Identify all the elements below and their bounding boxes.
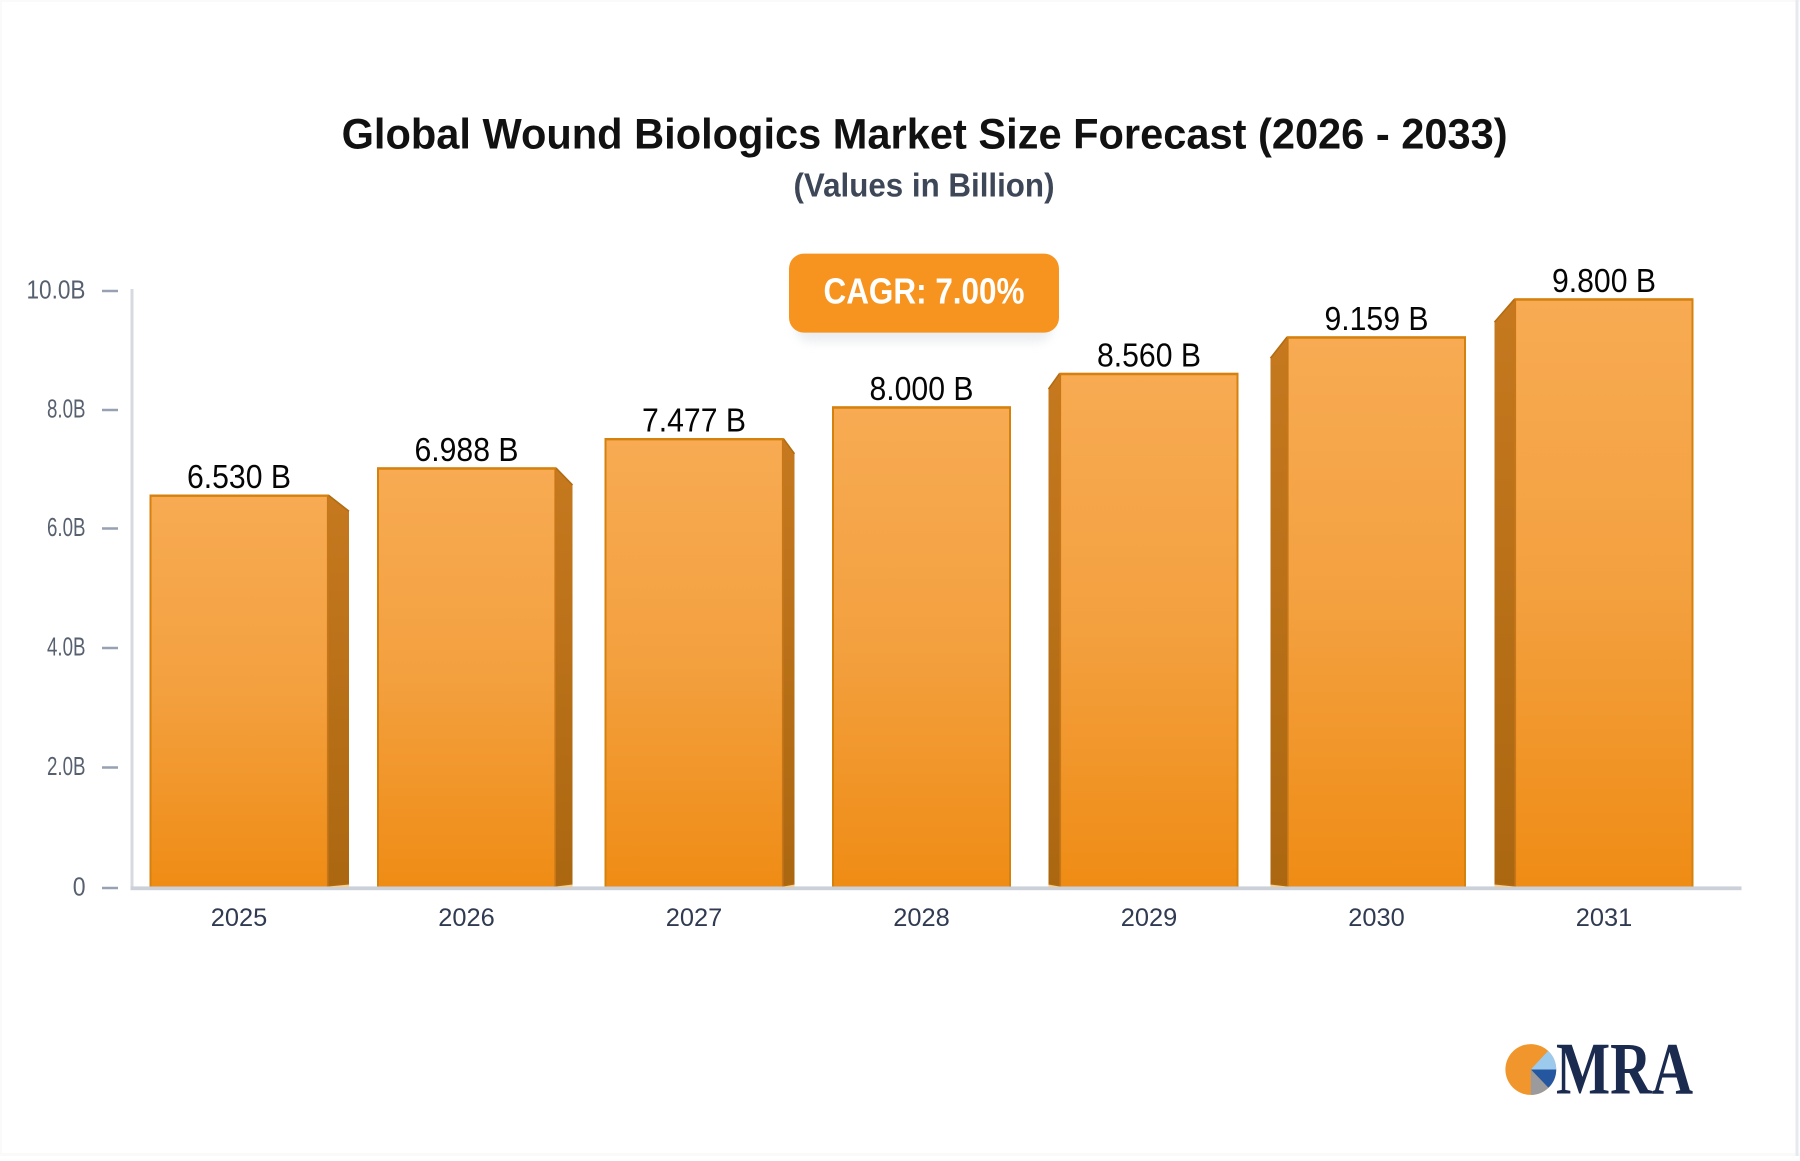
svg-text:10.0B: 10.0B [27,275,86,305]
svg-text:8.000 B: 8.000 B [870,370,974,407]
svg-text:8.0B: 8.0B [47,394,86,424]
svg-text:9.159 B: 9.159 B [1325,300,1429,337]
svg-text:2.0B: 2.0B [47,751,86,781]
svg-text:7.477 B: 7.477 B [642,402,746,439]
svg-text:2029: 2029 [1121,904,1178,932]
svg-text:CAGR: 7.00%: CAGR: 7.00% [824,271,1025,312]
svg-text:2027: 2027 [666,904,723,932]
svg-text:2030: 2030 [1348,904,1405,932]
svg-text:MRA: MRA [1556,1029,1693,1111]
svg-text:2025: 2025 [211,904,268,932]
svg-text:4.0B: 4.0B [47,632,86,662]
svg-text:8.560 B: 8.560 B [1097,336,1201,373]
svg-text:Global Wound Biologics Market: Global Wound Biologics Market Size Forec… [342,111,1508,159]
svg-text:2031: 2031 [1576,904,1633,932]
svg-text:2026: 2026 [438,904,495,932]
svg-text:6.530 B: 6.530 B [187,458,291,495]
svg-text:2028: 2028 [893,904,950,932]
svg-text:9.800 B: 9.800 B [1552,262,1656,299]
svg-text:6.0B: 6.0B [47,512,86,542]
svg-text:0: 0 [73,872,86,902]
svg-text:(Values in Billion): (Values in Billion) [794,167,1055,204]
svg-text:6.988 B: 6.988 B [415,431,519,468]
